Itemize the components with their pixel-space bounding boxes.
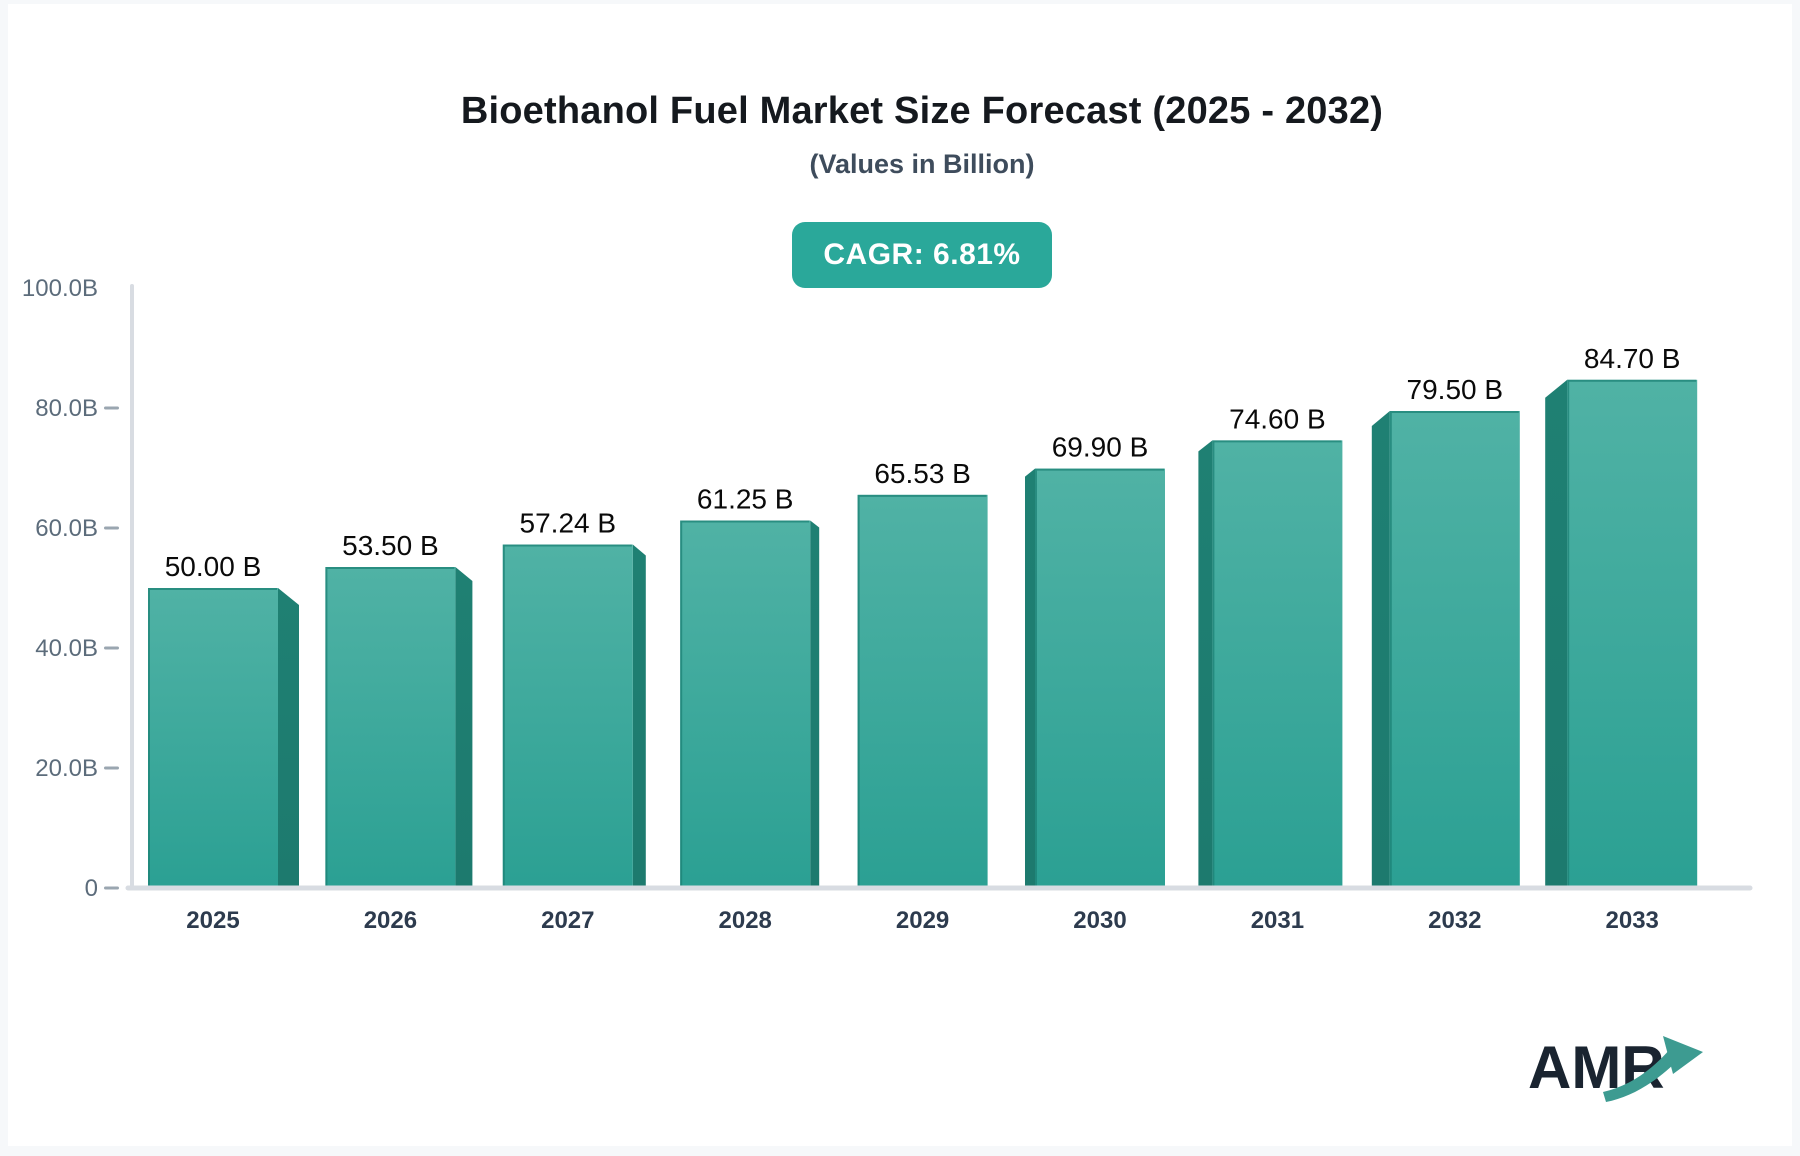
bar-side (1545, 379, 1568, 888)
bar-side (455, 567, 473, 888)
x-tick-label: 2032 (1428, 907, 1481, 934)
bar-front-edge (680, 520, 810, 888)
bar-front (1567, 379, 1698, 888)
bar-group-2025: 50.00 B (148, 551, 299, 888)
y-tick-dash (104, 526, 119, 530)
y-tick-label: 40.0B (35, 635, 98, 662)
bar-front (680, 520, 811, 888)
bar-front (1389, 411, 1520, 888)
x-tick-label: 2029 (896, 907, 949, 934)
bar-front-edge (148, 588, 277, 888)
bar-front (502, 544, 633, 888)
y-tick-label: 60.0B (35, 515, 98, 542)
bar-side (810, 520, 820, 888)
x-tick-label: 2031 (1251, 907, 1304, 934)
bar-value-label: 69.90 B (1052, 432, 1149, 463)
bar-front-edge (857, 494, 987, 888)
bar-side (1025, 468, 1035, 888)
x-tick-label: 2026 (364, 907, 417, 934)
cagr-badge: CAGR: 6.81% (792, 222, 1052, 288)
y-tick-label: 0 (85, 875, 98, 902)
bar-group-2027: 57.24 B (502, 508, 646, 888)
bar-value-label: 53.50 B (342, 530, 439, 561)
y-tick-dash (104, 406, 119, 410)
bar-value-label: 74.60 B (1229, 403, 1326, 434)
amr-logo-text: AMR (1528, 1034, 1665, 1101)
amr-logo: AMR (1528, 1034, 1703, 1102)
x-tick-label: 2027 (541, 907, 594, 934)
chart-title: Bioethanol Fuel Market Size Forecast (20… (460, 90, 1384, 132)
bar-side (1198, 440, 1213, 888)
bar-group-2028: 61.25 B (680, 484, 820, 888)
y-tick-label: 100.0B (22, 275, 98, 302)
bar-front-edge (1212, 440, 1342, 888)
bar-front-edge (1035, 468, 1164, 888)
bar-front-edge (1567, 379, 1697, 888)
y-tick-dash (104, 646, 119, 650)
bar-group-2030: 69.90 B (1025, 432, 1165, 888)
y-tick-label: 80.0B (35, 395, 98, 422)
bar-side (1371, 411, 1390, 888)
bar-value-label: 79.50 B (1407, 374, 1504, 405)
x-tick-label: 2028 (719, 907, 772, 934)
bar-front (325, 567, 456, 888)
x-tick-label: 2025 (186, 907, 239, 934)
bar-value-label: 50.00 B (165, 551, 262, 582)
x-tick-label: 2030 (1073, 907, 1126, 934)
bar-value-label: 57.24 B (520, 508, 617, 539)
bar-front (148, 588, 278, 888)
bar-front-edge (325, 567, 455, 888)
bar-side (278, 588, 299, 888)
bar-group-2026: 53.50 B (325, 530, 473, 888)
bar-value-label: 65.53 B (874, 458, 971, 489)
y-tick-dash (104, 886, 119, 890)
bar-value-label: 61.25 B (697, 484, 794, 515)
y-tick-dash (104, 766, 119, 770)
bar-group-2031: 74.60 B (1198, 403, 1343, 888)
bar-front (1035, 468, 1165, 888)
bar-front-edge (502, 544, 632, 888)
bar-side (632, 544, 646, 888)
y-tick-label: 20.0B (35, 755, 98, 782)
bar-value-label: 84.70 B (1584, 343, 1681, 374)
bar-front (857, 494, 988, 888)
chart-header: Bioethanol Fuel Market Size Forecast (20… (22, 0, 1800, 288)
bar-front (1212, 440, 1343, 888)
bar-group-2029: 65.53 B (857, 458, 988, 888)
bar-group-2033: 84.70 B (1545, 343, 1698, 888)
bar-group-2032: 79.50 B (1371, 374, 1520, 888)
bar-front-edge (1389, 411, 1519, 888)
chart-subtitle: (Values in Billion) (809, 149, 1035, 179)
logo-arrowhead-icon (1663, 1036, 1703, 1074)
logo-arrow-swoosh-icon (1603, 1048, 1681, 1102)
x-tick-label: 2033 (1606, 907, 1659, 934)
